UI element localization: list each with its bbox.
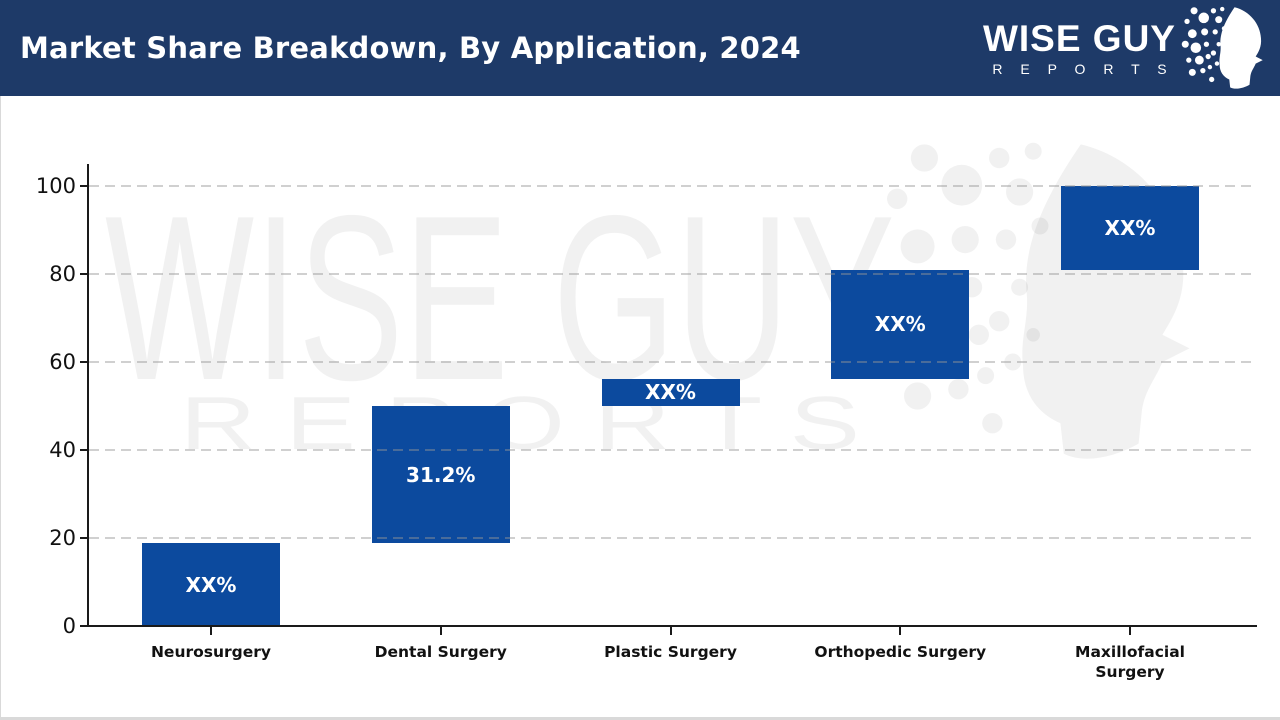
watermark-line1: WISE GUY <box>105 166 895 429</box>
x-axis-line <box>88 625 1257 627</box>
x-axis-tick <box>1129 627 1131 635</box>
bar-neurosurgery: XX% <box>142 543 280 626</box>
y-axis-line <box>87 164 89 627</box>
y-axis-tick <box>80 361 88 363</box>
y-tick-label: 60 <box>49 350 76 374</box>
y-axis-tick <box>80 273 88 275</box>
bar-value-label: XX% <box>645 380 696 405</box>
y-tick-label: 40 <box>49 438 76 462</box>
gridline-40 <box>89 449 1256 451</box>
brand-wordmark: WISE GUY R E P O R T S <box>983 20 1176 76</box>
x-category-label: Neurosurgery <box>150 643 272 661</box>
x-category-label: Dental Surgery <box>374 643 507 661</box>
bar-dental-surgery: 31.2% <box>371 406 510 544</box>
gridline-60 <box>89 361 1256 363</box>
x-axis-tick <box>899 627 902 635</box>
x-axis-tick <box>210 627 212 635</box>
x-category-label: Orthopedic Surgery <box>814 643 987 661</box>
bar-value-label: 31.2% <box>406 462 476 487</box>
brand-face-icon <box>1178 2 1270 94</box>
gridline-20 <box>89 537 1256 539</box>
bar-plastic-surgery: XX% <box>601 378 740 406</box>
gridline-100 <box>89 185 1256 187</box>
y-tick-label: 100 <box>35 174 76 198</box>
y-axis-tick <box>80 625 88 627</box>
bar-orthopedic-surgery: XX% <box>831 269 970 379</box>
x-category-label: Maxillofacial Surgery <box>1075 643 1185 682</box>
y-axis-tick <box>80 537 88 539</box>
x-axis-tick <box>669 627 672 635</box>
bar-value-label: XX% <box>874 312 926 337</box>
bar-value-label: XX% <box>1104 215 1156 240</box>
brand-logo: WISE GUY R E P O R T S <box>983 2 1270 94</box>
y-tick-label: 80 <box>49 262 76 286</box>
brand-subtitle: R E P O R T S <box>992 61 1174 77</box>
watermark-line2: R E P O R T S <box>180 381 860 465</box>
y-tick-label: 0 <box>62 614 76 638</box>
header-bar: Market Share Breakdown, By Application, … <box>0 0 1280 96</box>
watermark-logo: WISE GUY R E P O R T S <box>105 142 1190 465</box>
brand-name: WISE GUY <box>982 18 1176 59</box>
y-axis-tick <box>80 185 88 187</box>
x-axis-tick <box>439 627 442 635</box>
y-axis-tick <box>80 449 88 451</box>
gridline-80 <box>89 273 1256 275</box>
bar-value-label: XX% <box>185 572 237 597</box>
page-title: Market Share Breakdown, By Application, … <box>20 31 801 65</box>
x-category-label: Plastic Surgery <box>604 643 737 661</box>
bar-maxillofacial-surgery: XX% <box>1061 186 1199 270</box>
y-tick-label: 20 <box>49 526 76 550</box>
